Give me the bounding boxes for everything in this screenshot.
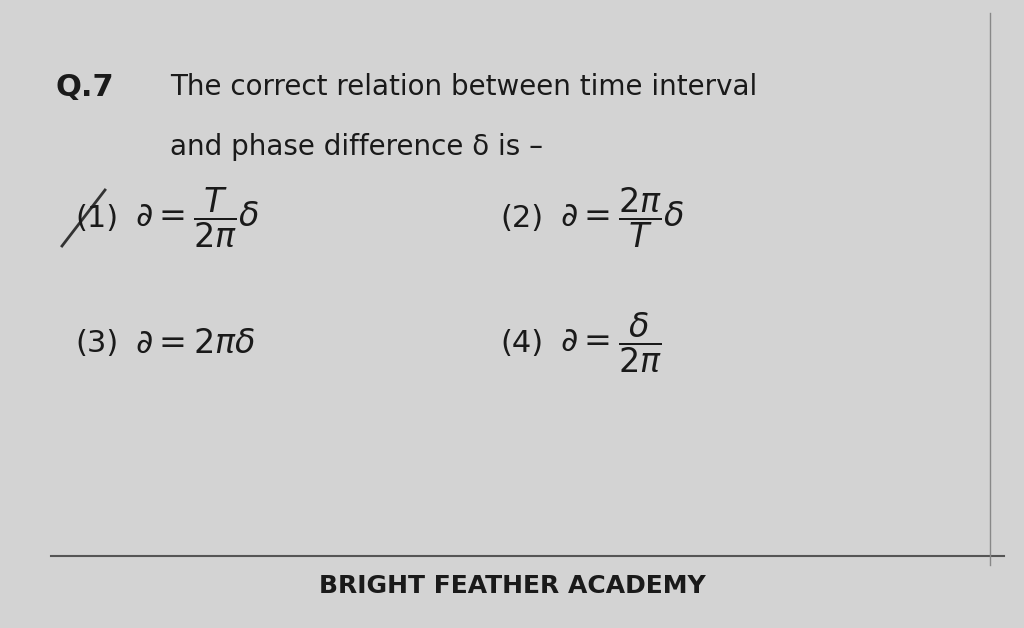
Text: (1): (1) (75, 203, 118, 232)
Text: (2): (2) (500, 203, 543, 232)
Text: $\partial = \dfrac{2\pi}{T}\delta$: $\partial = \dfrac{2\pi}{T}\delta$ (560, 186, 685, 250)
Text: Q.7: Q.7 (55, 73, 114, 102)
Text: $\partial = 2\pi\delta$: $\partial = 2\pi\delta$ (135, 327, 255, 359)
Text: and phase difference δ is –: and phase difference δ is – (170, 133, 543, 161)
Text: (3): (3) (75, 328, 118, 357)
Text: The correct relation between time interval: The correct relation between time interv… (170, 73, 758, 101)
Text: $\partial = \dfrac{T}{2\pi}\delta$: $\partial = \dfrac{T}{2\pi}\delta$ (135, 186, 259, 250)
Text: (4): (4) (500, 328, 543, 357)
Text: BRIGHT FEATHER ACADEMY: BRIGHT FEATHER ACADEMY (318, 574, 706, 598)
Text: $\partial = \dfrac{\delta}{2\pi}$: $\partial = \dfrac{\delta}{2\pi}$ (560, 311, 662, 375)
